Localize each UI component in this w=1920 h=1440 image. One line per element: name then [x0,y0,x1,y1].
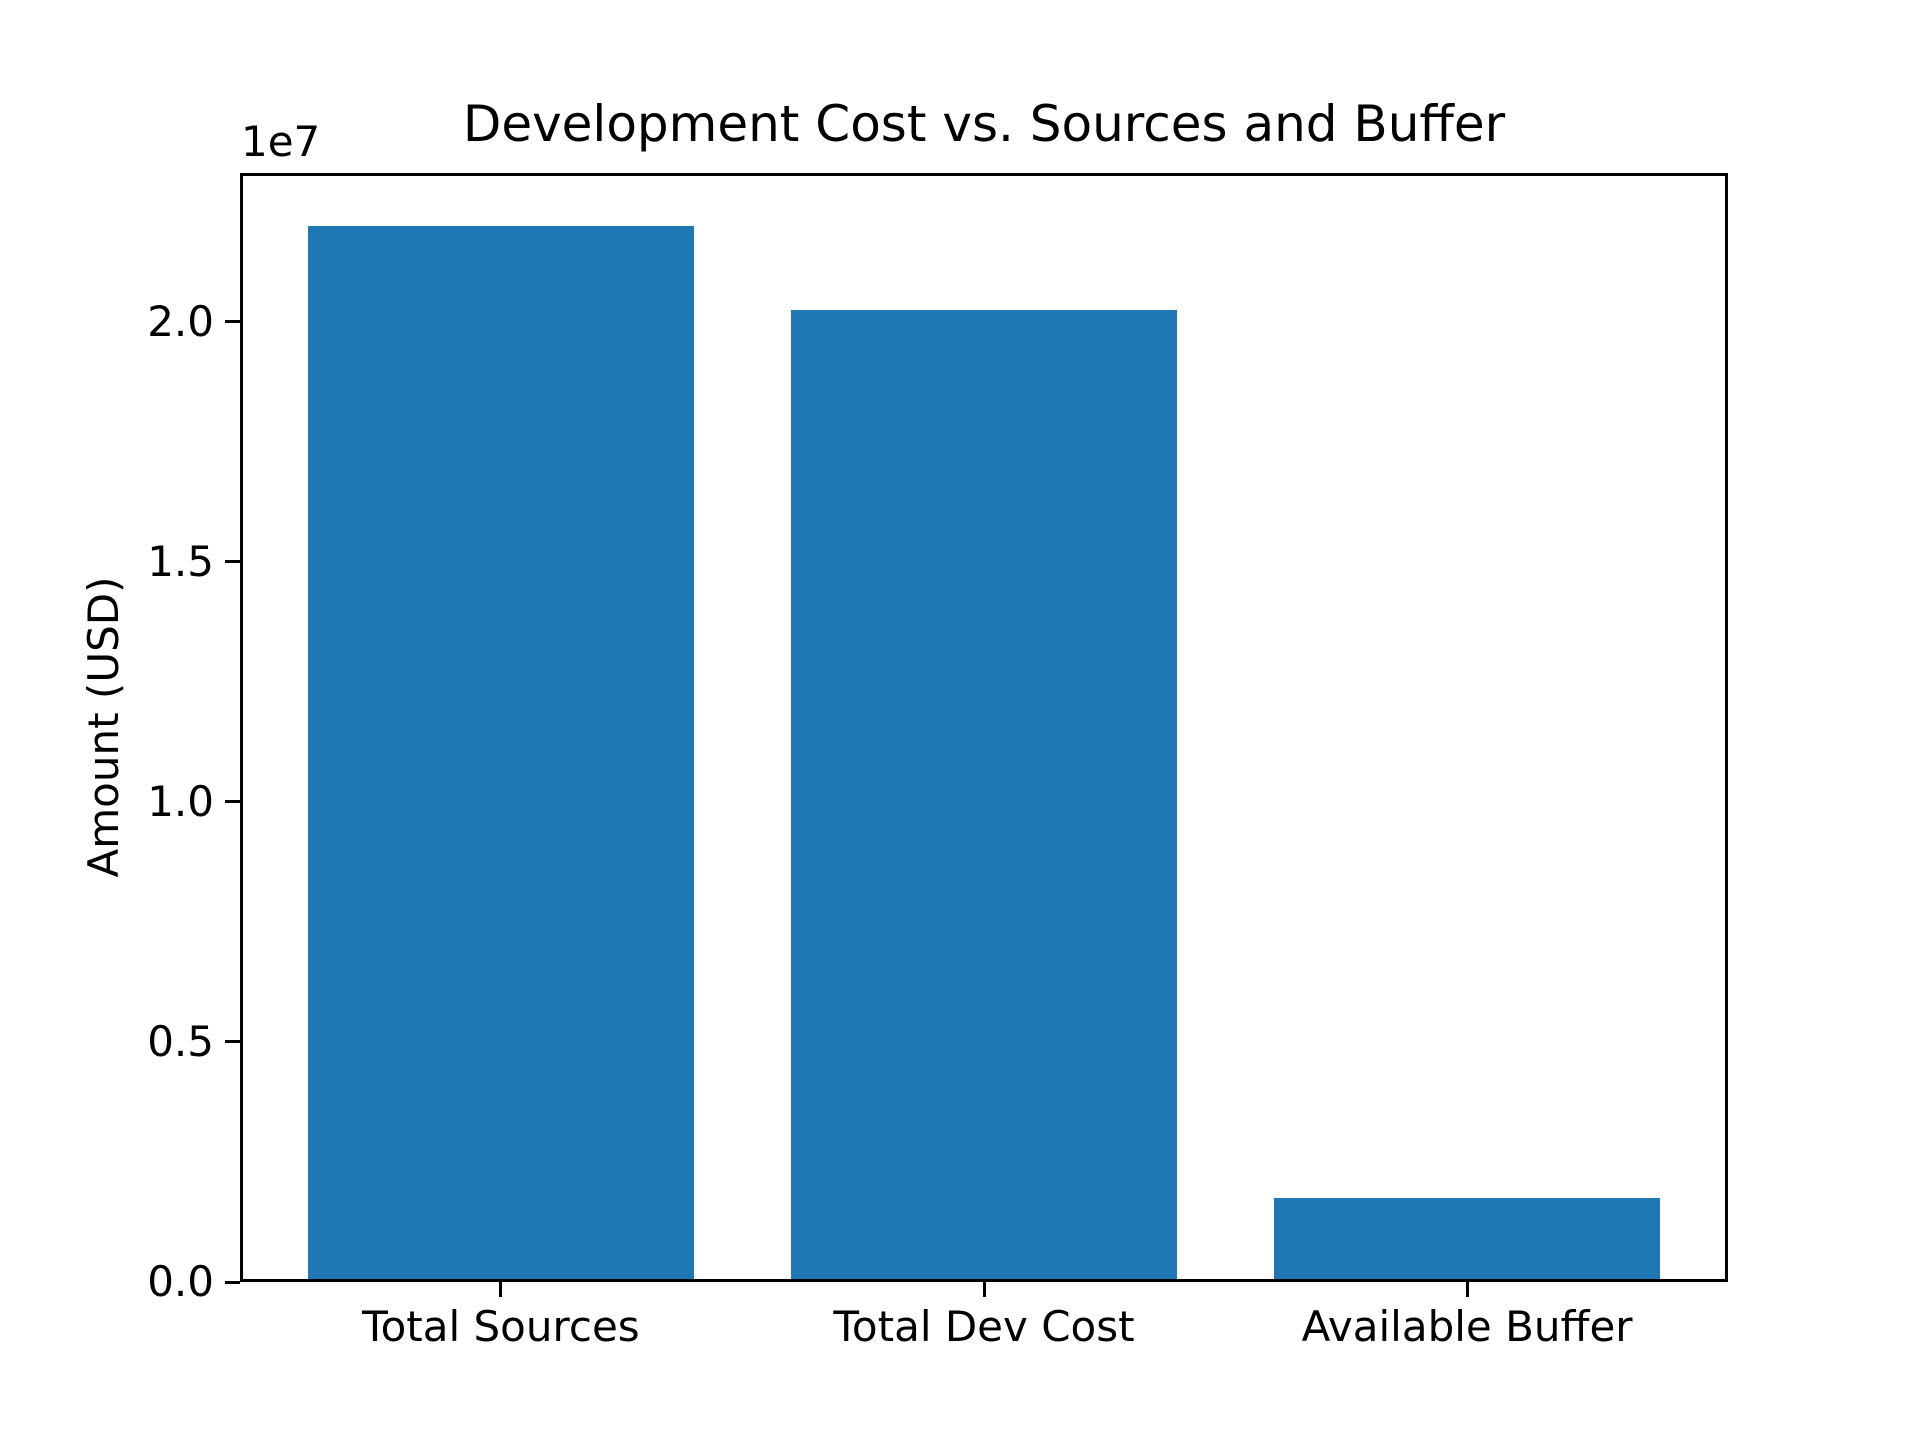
x-tick-label-total-sources: Total Sources [362,1302,640,1351]
y-axis-offset-text: 1e7 [241,117,321,166]
y-axis-label: Amount (USD) [79,576,128,878]
x-tick-label-available-buffer: Available Buffer [1301,1302,1633,1351]
x-tick-mark [1465,1282,1469,1297]
y-tick-label-2.0: 2.0 [147,296,214,346]
x-tick-mark [499,1282,503,1297]
plot-area [240,173,1728,1282]
y-tick-mark [225,1040,240,1044]
bar-available-buffer [1273,1198,1661,1282]
x-tick-mark [982,1282,986,1297]
y-tick-mark [225,320,240,324]
y-tick-label-1.5: 1.5 [147,536,214,586]
chart-title: Development Cost vs. Sources and Buffer [462,95,1506,153]
y-tick-mark [225,1280,240,1284]
x-tick-label-total-dev-cost: Total Dev Cost [833,1302,1135,1351]
y-tick-label-0.0: 0.0 [147,1257,214,1306]
y-tick-mark [225,800,240,804]
y-tick-label-1.0: 1.0 [147,776,214,826]
bar-total-sources [307,225,695,1282]
y-tick-label-0.5: 0.5 [147,1016,214,1066]
y-tick-mark [225,560,240,564]
bar-total-dev-cost [790,309,1178,1282]
